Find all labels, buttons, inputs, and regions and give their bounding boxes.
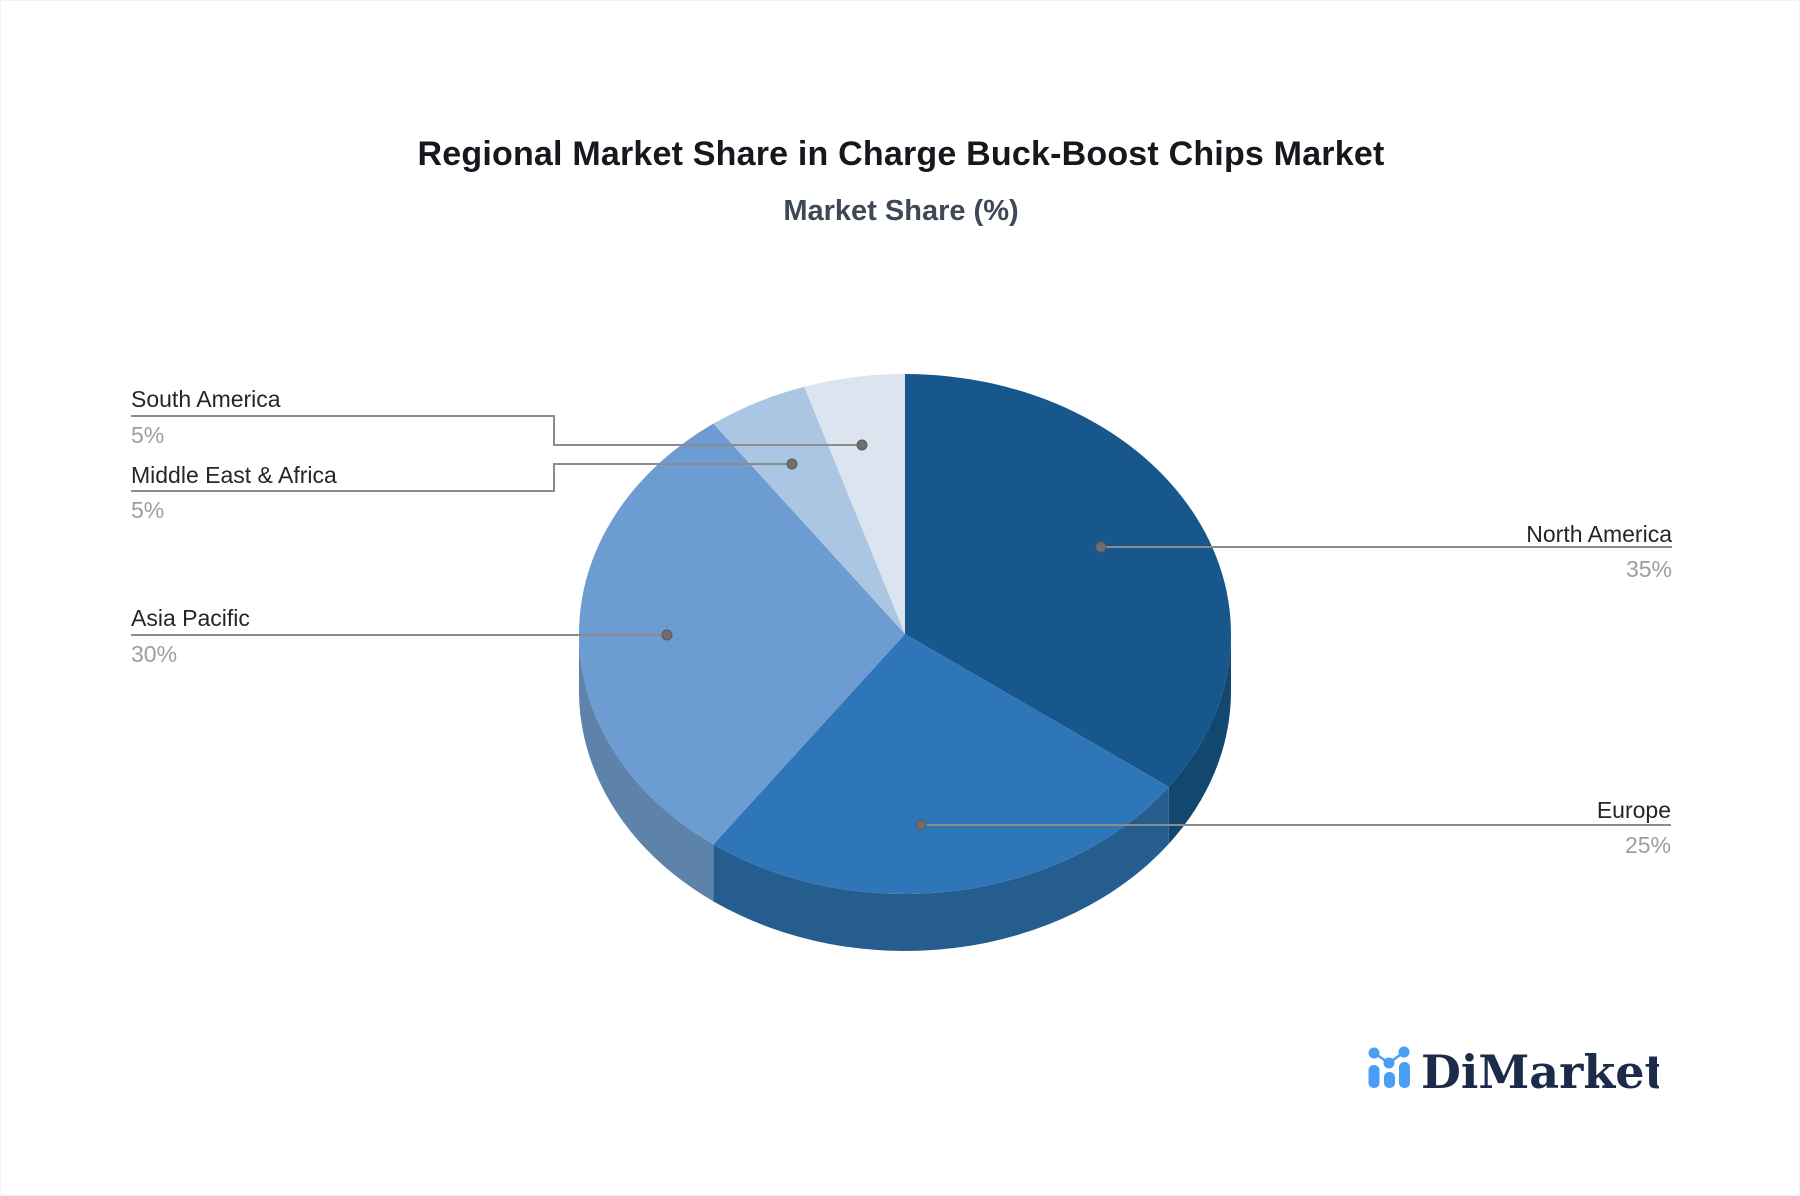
pie-slice-Europe xyxy=(713,634,1169,894)
leader-dot-North America xyxy=(1095,541,1107,553)
pie-slice-Asia Pacific xyxy=(579,423,905,845)
pie-3d-sides xyxy=(579,634,1231,951)
leader-dot-Middle East & Africa xyxy=(786,458,798,470)
pie-3d-faces xyxy=(579,374,1231,894)
logo-bar xyxy=(1399,1062,1410,1088)
slice-percent-south-america: 5% xyxy=(131,422,164,448)
leader-dot-Asia Pacific xyxy=(661,629,673,641)
bar-chart-icon xyxy=(1368,1046,1410,1088)
leader-line-South America xyxy=(131,415,862,446)
slice-percent-europe: 25% xyxy=(1625,832,1671,858)
logo-text: DiMarket xyxy=(1421,1045,1659,1099)
leader-line-Middle East & Africa xyxy=(131,463,792,492)
logo-trend-dot xyxy=(1383,1057,1395,1069)
slice-percent-asia-pacific: 30% xyxy=(131,641,177,667)
pie-side-Europe xyxy=(713,786,1169,951)
pie-slice-South America xyxy=(804,374,905,634)
slice-percent-north-america: 35% xyxy=(1626,556,1672,582)
leader-dot-South America xyxy=(856,439,868,451)
pie-slice-North America xyxy=(905,374,1231,787)
slice-labels: North America 35% Europe 25% Asia Pacifi… xyxy=(131,386,1672,858)
logo-bar xyxy=(1384,1072,1395,1088)
slice-percent-middle-east-africa: 5% xyxy=(131,497,164,523)
pie-side-Asia Pacific xyxy=(579,634,714,902)
chart-title: Regional Market Share in Charge Buck-Boo… xyxy=(417,135,1385,173)
slice-label-middle-east-africa: Middle East & Africa xyxy=(131,462,337,488)
pie-side-North America xyxy=(1168,634,1231,844)
slice-label-asia-pacific: Asia Pacific xyxy=(131,605,250,631)
slice-label-europe: Europe xyxy=(1597,797,1671,823)
logo-bar xyxy=(1368,1065,1380,1088)
leader-lines xyxy=(131,415,1672,831)
slice-label-north-america: North America xyxy=(1526,521,1672,547)
leader-dot-Europe xyxy=(915,819,927,831)
slice-label-south-america: South America xyxy=(131,386,281,412)
chart-subtitle: Market Share (%) xyxy=(783,195,1019,227)
pie-slice-Middle East & Africa xyxy=(713,386,905,634)
logo-trend-dot xyxy=(1368,1047,1380,1059)
logo-trend-dot xyxy=(1398,1046,1410,1058)
dimarket-logo: DiMarket xyxy=(1368,1045,1659,1099)
